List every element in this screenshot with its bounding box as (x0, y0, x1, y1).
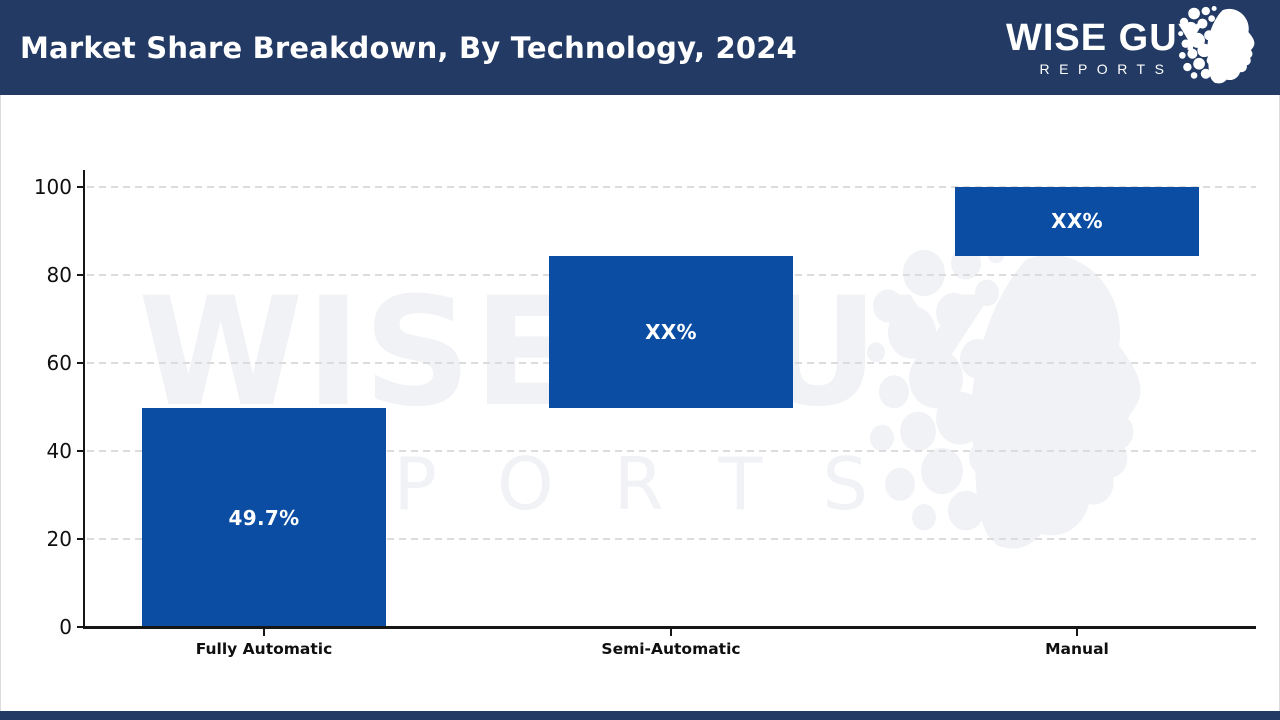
y-tick-mark (77, 186, 85, 188)
header-bar: Market Share Breakdown, By Technology, 2… (0, 0, 1280, 95)
y-tick-label: 20 (46, 527, 72, 551)
y-axis-line (83, 170, 85, 629)
wise-guy-reports-logo: WISE GUY REPORTS (1006, 5, 1266, 90)
dotted-head-logo-icon (1178, 5, 1255, 83)
x-tick-mark (1076, 629, 1078, 636)
bar-segment: XX% (955, 187, 1199, 256)
x-tick-mark (263, 629, 265, 636)
x-axis-line (83, 626, 1256, 629)
x-tick-mark (670, 629, 672, 636)
category-label: Semi-Automatic (601, 640, 741, 658)
y-tick-mark (77, 450, 85, 452)
gridline (87, 450, 1256, 452)
bar-segment: 49.7% (142, 408, 386, 627)
page-title: Market Share Breakdown, By Technology, 2… (20, 30, 798, 65)
bar-segment: XX% (549, 255, 793, 409)
y-tick-label: 100 (33, 175, 72, 199)
y-tick-mark (77, 362, 85, 364)
y-tick-mark (77, 538, 85, 540)
logo-subtitle: REPORTS (1039, 61, 1174, 77)
y-tick-mark (77, 274, 85, 276)
logo-wordmark: WISE GUY (1005, 17, 1204, 59)
category-label: Fully Automatic (195, 640, 333, 658)
category-label: Manual (1045, 640, 1109, 658)
y-tick-label: 0 (59, 615, 72, 639)
logo-text: WISE GUY REPORTS (1006, 19, 1204, 76)
y-tick-mark (77, 626, 85, 628)
bar-value-label: XX% (645, 319, 697, 344)
bar-value-label: XX% (1051, 209, 1103, 234)
y-tick-label: 60 (46, 351, 72, 375)
gridline (87, 186, 1256, 188)
y-tick-label: 40 (46, 439, 72, 463)
footer-bar (0, 711, 1280, 720)
y-tick-label: 80 (46, 263, 72, 287)
bar-value-label: 49.7% (228, 505, 300, 530)
gridline (87, 538, 1256, 540)
